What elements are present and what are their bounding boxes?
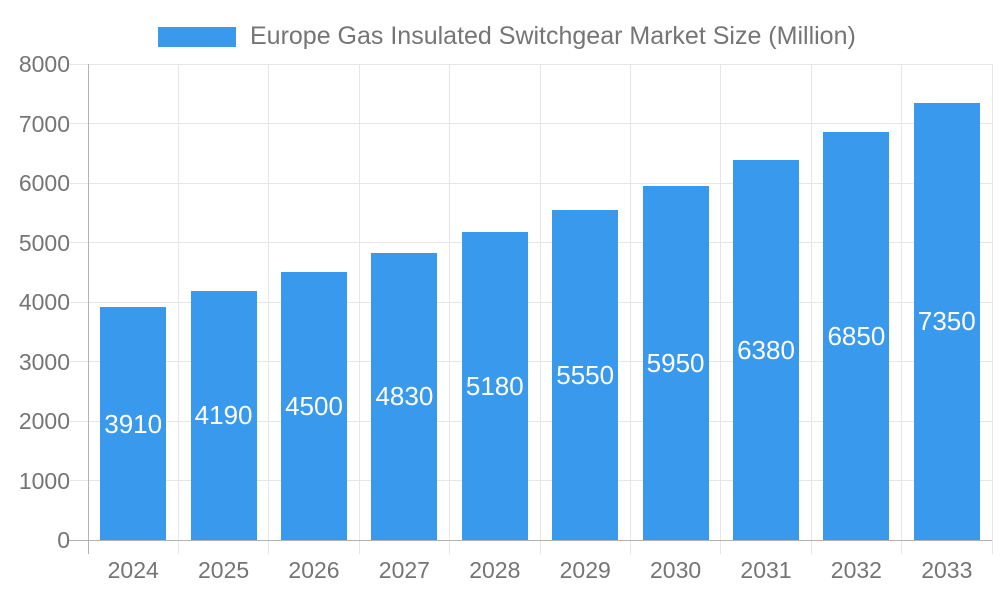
x-gridline [810, 64, 812, 554]
bar-value-label: 6380 [737, 335, 795, 366]
x-gridline [991, 64, 993, 554]
legend-label: Europe Gas Insulated Switchgear Market S… [250, 22, 856, 50]
bar[interactable] [100, 307, 167, 540]
bar-value-label: 3910 [104, 408, 163, 439]
plot-area: 3910 4190 4500 4830 5180 5550 5950 6380 6850 7350 [68, 63, 993, 554]
x-axis-tick-label: 2025 [198, 557, 250, 583]
x-gridline [177, 64, 179, 554]
y-axis-line [88, 64, 89, 554]
x-gridline [268, 64, 270, 554]
y-gridline [70, 123, 992, 124]
x-axis-tick-label: 2032 [830, 557, 882, 583]
legend-swatch [158, 26, 236, 47]
bar[interactable] [733, 160, 799, 540]
bar[interactable] [552, 209, 619, 540]
x-gridline [901, 64, 903, 554]
bar[interactable] [913, 102, 980, 540]
y-axis-tick-label: 7000 [18, 110, 70, 137]
x-gridline [539, 64, 541, 554]
y-gridline [70, 63, 992, 65]
x-gridline [720, 64, 722, 554]
bar-value-label: 6850 [827, 321, 886, 352]
bar[interactable] [371, 252, 438, 540]
x-axis-tick-label: 2026 [288, 557, 340, 583]
bar-value-label: 5950 [646, 347, 705, 378]
y-axis-tick-label: 4000 [18, 289, 70, 315]
bar[interactable] [281, 272, 347, 540]
bar[interactable] [642, 185, 709, 540]
x-axis-tick-label: 2030 [650, 557, 702, 583]
x-axis-tick-label: 2024 [107, 557, 159, 583]
bar-value-label: 5180 [465, 370, 524, 401]
x-axis-tick-label: 2028 [469, 557, 521, 583]
y-axis-tick-label: 3000 [18, 348, 70, 375]
x-axis-line [68, 540, 992, 541]
bar[interactable] [823, 132, 890, 540]
x-axis-tick-label: 2027 [378, 557, 430, 583]
y-axis-tick-label: 5000 [18, 229, 70, 256]
bar[interactable] [461, 231, 528, 540]
y-gridline [70, 301, 992, 303]
x-gridline [449, 64, 451, 554]
bar-value-label: 4500 [285, 391, 343, 422]
y-axis-tick-label: 6000 [18, 170, 70, 196]
bar-value-label: 4830 [375, 381, 434, 412]
y-axis-tick-label: 1000 [18, 467, 70, 494]
y-gridline [70, 242, 992, 243]
y-gridline [70, 182, 992, 184]
bar[interactable] [190, 290, 257, 540]
x-axis-tick-label: 2033 [921, 557, 973, 583]
bar-value-label: 7350 [917, 306, 976, 337]
x-gridline [358, 64, 360, 554]
x-axis-tick-label: 2029 [559, 557, 611, 583]
y-gridline [70, 361, 992, 362]
y-axis-tick-label: 0 [57, 527, 70, 553]
y-axis-tick-label: 2000 [18, 408, 70, 434]
bar-value-label: 4190 [194, 400, 253, 431]
legend-item[interactable]: Europe Gas Insulated Switchgear Market S… [158, 22, 856, 51]
bar-value-label: 5550 [556, 359, 615, 390]
y-gridline [70, 420, 992, 422]
y-axis-tick-label: 8000 [18, 51, 70, 77]
x-axis-tick-label: 2031 [740, 557, 792, 583]
y-gridline [70, 480, 992, 481]
x-gridline [629, 64, 631, 554]
